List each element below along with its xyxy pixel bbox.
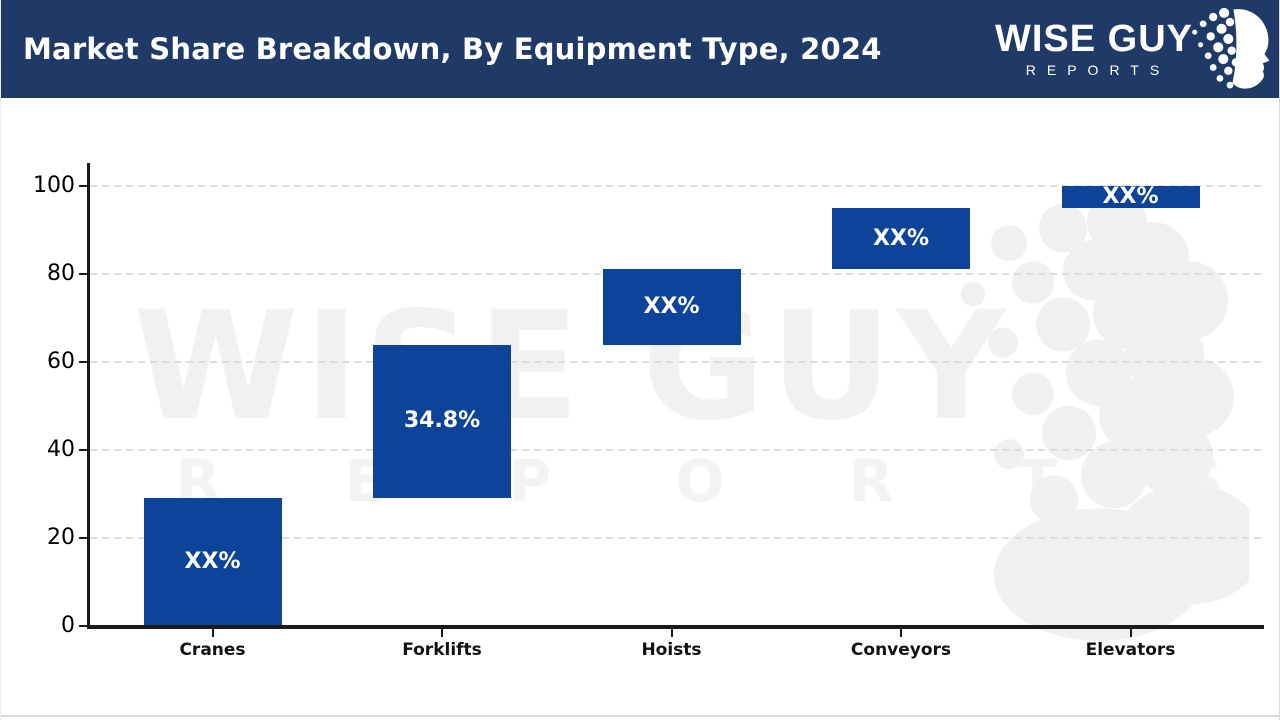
- bar-elevators: XX%: [1061, 183, 1200, 209]
- gridline-60: [90, 361, 1263, 363]
- y-tick-label-80: 80: [47, 261, 75, 286]
- page-title: Market Share Breakdown, By Equipment Typ…: [23, 32, 882, 66]
- logo-head-icon: [1192, 7, 1270, 89]
- y-tick-mark: [79, 449, 88, 451]
- gridline-40: [90, 449, 1263, 451]
- x-axis: [87, 625, 1264, 629]
- y-tick-mark: [79, 273, 88, 275]
- logo-text: WISE GUY REPORTS: [995, 20, 1193, 78]
- x-category-label-hoists: Hoists: [641, 640, 702, 660]
- x-tick-mark: [900, 629, 902, 637]
- x-tick-mark: [1129, 629, 1132, 637]
- bar-value-label: XX%: [873, 225, 929, 251]
- y-tick-mark: [79, 537, 88, 539]
- x-category-label-elevators: Elevators: [1085, 640, 1176, 660]
- footer-divider: [1, 715, 1279, 717]
- y-axis: [87, 163, 90, 629]
- gridline-20: [90, 537, 1263, 539]
- y-tick-label-60: 60: [47, 349, 75, 374]
- x-tick-mark: [211, 629, 214, 637]
- logo-wordmark: WISE GUY: [994, 18, 1193, 60]
- bar-forklifts: 34.8%: [373, 344, 511, 498]
- bar-cranes: XX%: [143, 497, 282, 626]
- bar-value-label: XX%: [184, 548, 241, 574]
- bar-conveyors: XX%: [832, 208, 970, 269]
- watermark-text-1: WISE GUY: [133, 280, 1011, 454]
- y-tick-label-40: 40: [47, 437, 75, 462]
- bar-hoists: XX%: [602, 268, 741, 345]
- y-tick-label-0: 0: [61, 613, 75, 638]
- y-tick-mark: [79, 361, 88, 363]
- x-tick-mark: [670, 629, 673, 637]
- watermark-head-icon: [961, 198, 1249, 641]
- header: Market Share Breakdown, By Equipment Typ…: [1, 0, 1279, 98]
- y-tick-mark: [79, 625, 88, 627]
- bar-value-label: XX%: [1102, 183, 1159, 209]
- logo-subtitle: REPORTS: [1025, 62, 1171, 78]
- bar-value-label: XX%: [643, 293, 700, 319]
- x-tick-mark: [441, 629, 443, 637]
- gridline-100: [90, 185, 1263, 187]
- logo: WISE GUY REPORTS: [995, 6, 1273, 92]
- x-category-label-conveyors: Conveyors: [850, 640, 952, 660]
- y-tick-mark: [79, 185, 88, 187]
- x-category-label-forklifts: Forklifts: [402, 640, 482, 660]
- x-category-label-cranes: Cranes: [179, 640, 246, 660]
- y-tick-label-20: 20: [47, 525, 75, 550]
- y-tick-label-100: 100: [33, 173, 75, 198]
- bar-value-label: 34.8%: [403, 408, 481, 434]
